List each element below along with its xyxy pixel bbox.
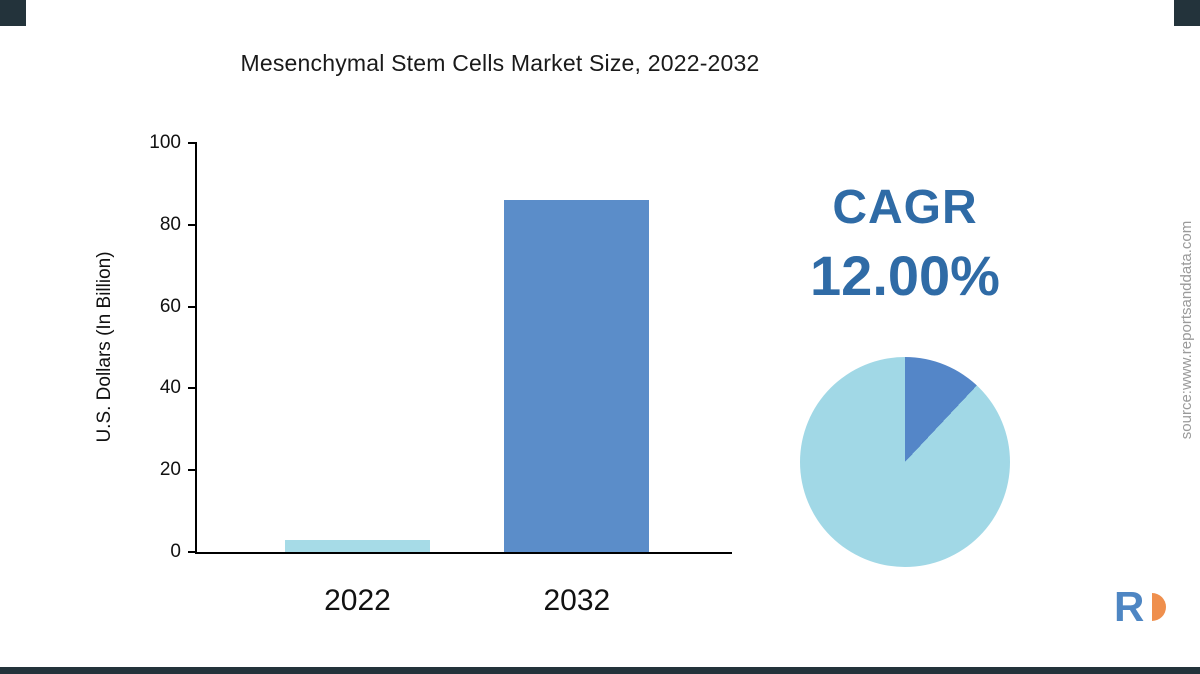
y-axis-label: U.S. Dollars (In Billion) xyxy=(94,251,115,443)
brand-logo-graphic: R xyxy=(1114,583,1166,630)
cagr-block: CAGR 12.00% xyxy=(775,181,1035,308)
y-tick-label: 80 xyxy=(159,213,181,235)
source-attribution: source:www.reportsanddata.com xyxy=(1177,220,1195,440)
y-tick-label: 20 xyxy=(159,459,181,481)
y-tick-label: 40 xyxy=(159,377,181,399)
cagr-pie-chart xyxy=(800,357,1010,567)
logo-orange-halfdisc xyxy=(1152,593,1166,621)
y-tick-mark xyxy=(188,223,197,226)
brand-logo: R xyxy=(1114,583,1170,630)
y-tick-label: 100 xyxy=(149,132,181,153)
bar-2022 xyxy=(285,539,430,552)
plot-area: 0 20 40 60 80 100 2022 2032 xyxy=(149,132,732,617)
corner-accent-top-left xyxy=(0,0,26,26)
y-tick-mark xyxy=(188,551,197,553)
cagr-label: CAGR xyxy=(832,181,978,234)
y-tick-label: 60 xyxy=(159,295,181,317)
cagr-value: 12.00% xyxy=(810,244,1000,308)
y-tick-label: 0 xyxy=(170,541,181,562)
y-tick-mark xyxy=(188,305,197,308)
y-tick-mark xyxy=(188,142,197,144)
y-tick-mark xyxy=(188,469,197,472)
logo-letter-r: R xyxy=(1114,586,1144,628)
chart-title: Mesenchymal Stem Cells Market Size, 2022… xyxy=(240,50,760,76)
y-tick-mark xyxy=(188,387,197,390)
bar-2032 xyxy=(504,200,650,552)
x-tick-label: 2032 xyxy=(543,584,611,617)
x-tick-label: 2022 xyxy=(324,584,391,617)
corner-accent-top-right xyxy=(1174,0,1200,26)
bottom-accent-bar xyxy=(0,667,1200,674)
